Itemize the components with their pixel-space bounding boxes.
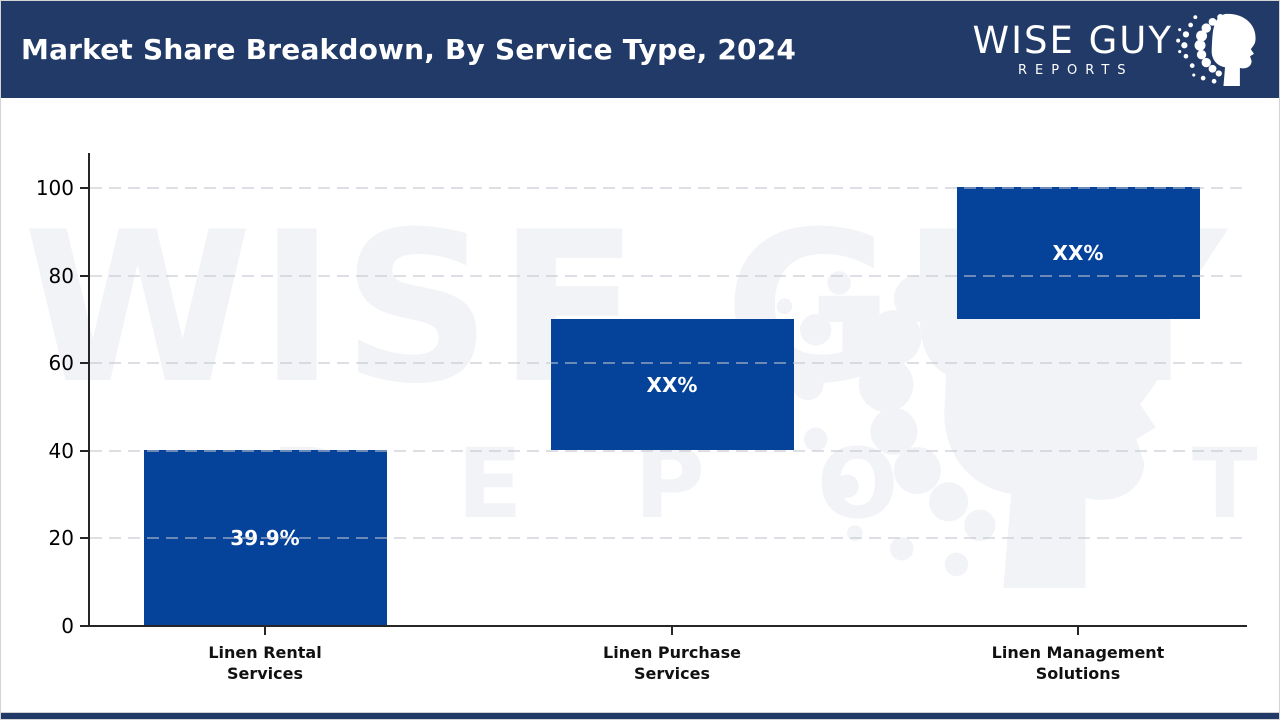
bar-3: XX% (956, 187, 1200, 319)
y-tick-mark (80, 449, 88, 452)
x-category-label-line: Services (226, 664, 304, 683)
x-axis-spine (88, 625, 1247, 627)
gridline (90, 362, 1247, 365)
y-tick-mark (80, 625, 88, 627)
gridline (90, 449, 1247, 452)
logo-wordmark: WISE GUY (972, 18, 1173, 62)
bar-value-label: XX% (646, 372, 698, 397)
gridline (90, 187, 1247, 190)
chart-title: Market Share Breakdown, By Service Type,… (21, 33, 797, 66)
gridline (90, 537, 1247, 540)
logo-subtext: REPORTS (1017, 62, 1134, 78)
y-tick-mark (80, 362, 88, 365)
y-tick-label: 0 (61, 614, 74, 638)
x-tick-mark (1077, 627, 1079, 635)
x-tick-mark (264, 627, 266, 635)
y-tick-label: 40 (48, 438, 74, 463)
bar-value-label: XX% (1052, 241, 1104, 266)
y-tick-mark (80, 537, 88, 540)
logo-text: WISE GUY REPORTS (972, 18, 1173, 78)
y-tick-label: 60 (48, 351, 74, 376)
x-category-label-line: Linen Purchase (603, 643, 741, 662)
plot-area: WISE GUY REPORTS 02040608010039.9%XX%XX%… (1, 98, 1279, 715)
footer-bar (1, 713, 1279, 719)
y-axis-spine (88, 153, 90, 627)
y-tick-label: 20 (48, 526, 74, 551)
x-category-label-line: Linen Management (991, 643, 1165, 662)
x-category-label-line: Solutions (1035, 664, 1121, 683)
y-tick-label: 80 (48, 263, 74, 288)
x-category-label: Linen Rental Services (125, 642, 405, 684)
logo-head-icon (1176, 13, 1256, 86)
header-bar: Market Share Breakdown, By Service Type,… (1, 1, 1279, 98)
x-category-label-line: Services (633, 664, 711, 683)
x-category-label: Linen Purchase Services (532, 642, 812, 684)
bar-2: XX% (550, 318, 794, 451)
y-tick-mark (80, 274, 88, 277)
x-category-label-line: Linen Rental (208, 643, 322, 662)
y-tick-label: 100 (35, 176, 74, 201)
x-tick-mark (671, 627, 673, 635)
y-tick-mark (80, 187, 88, 190)
wise-guy-reports-logo: WISE GUY REPORTS (973, 10, 1261, 90)
gridline (90, 274, 1247, 277)
x-category-label: Linen Management Solutions (938, 642, 1218, 684)
bottom-border-line (1, 712, 1279, 713)
